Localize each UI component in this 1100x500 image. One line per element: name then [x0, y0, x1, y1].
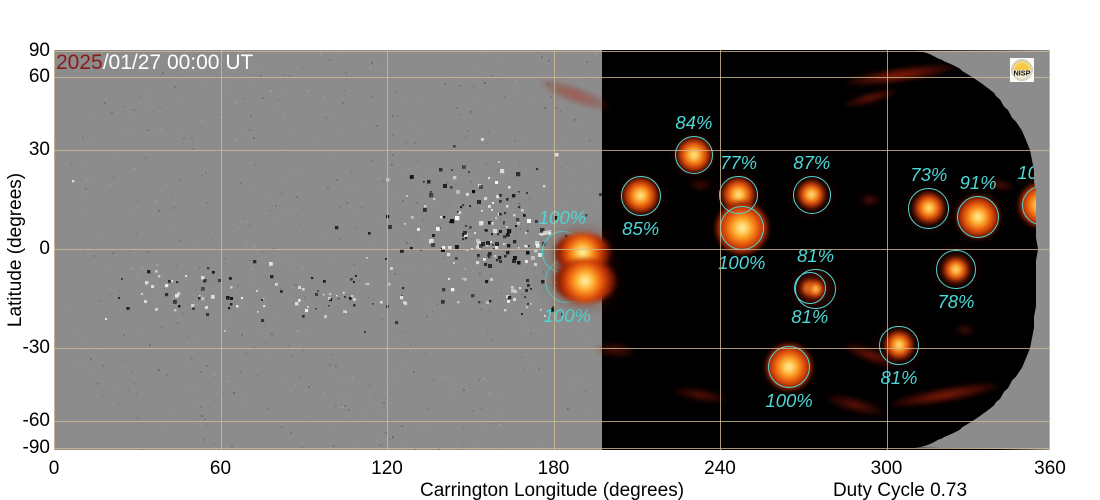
svg-text:NISP: NISP — [1013, 68, 1030, 77]
